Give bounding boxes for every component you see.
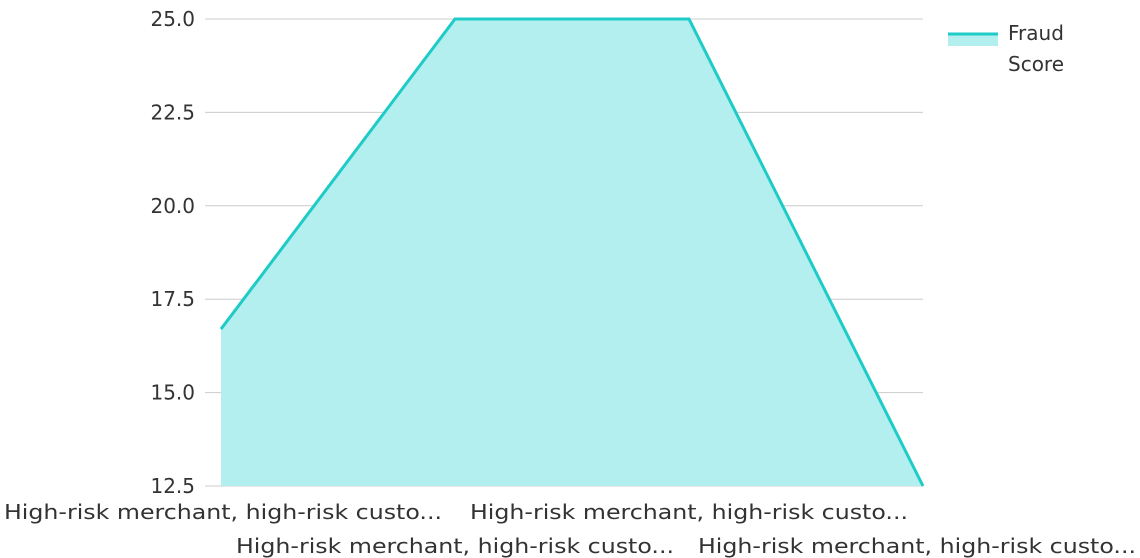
legend-swatch-fill [948,34,998,46]
legend[interactable]: Fraud Score [948,21,1070,76]
legend-label-line-1: Fraud [1008,21,1064,45]
y-axis-tick-labels: 12.5 15.0 17.5 20.0 22.5 25.0 [150,7,195,498]
y-tick-label: 15.0 [150,381,195,405]
data-point[interactable] [449,13,461,25]
y-tick-label: 17.5 [150,287,195,311]
y-tick-label: 20.0 [150,194,195,218]
x-tick-label: High-risk merchant, high-risk custo... [698,534,1136,558]
legend-label: Fraud Score [1008,21,1070,76]
y-tick-label: 25.0 [150,7,195,31]
x-tick-label: High-risk merchant, high-risk custo... [470,500,908,524]
y-tick-label: 22.5 [150,100,195,124]
x-tick-label: High-risk merchant, high-risk custo... [4,500,442,524]
y-tick-label: 12.5 [150,474,195,498]
series-area-fill [221,19,923,486]
x-tick-label: High-risk merchant, high-risk custo... [236,534,674,558]
legend-label-line-2: Score [1008,52,1064,76]
data-point[interactable] [683,13,695,25]
data-point[interactable] [917,480,929,492]
data-point[interactable] [215,323,227,335]
x-axis-tick-labels: High-risk merchant, high-risk custo... Hi… [4,500,1136,558]
series-area-group [215,13,929,492]
series-line [219,17,925,487]
